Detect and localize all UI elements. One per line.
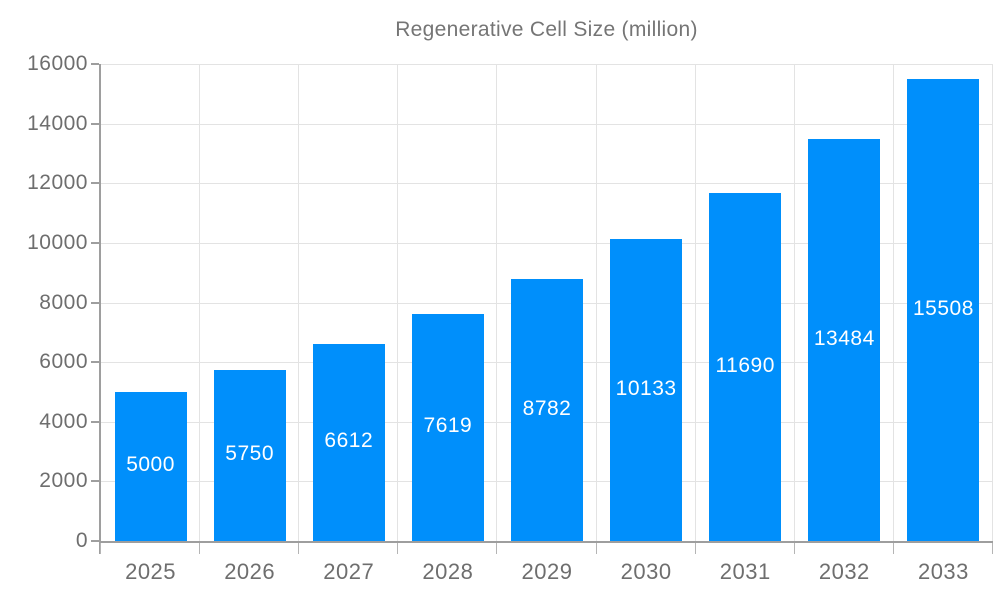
x-axis-tick-label: 2030 bbox=[620, 559, 672, 584]
x-axis-tick bbox=[496, 543, 498, 554]
y-axis-tick-label: 8000 bbox=[39, 290, 88, 314]
x-axis-tick bbox=[892, 543, 894, 554]
y-axis-tick bbox=[91, 480, 99, 483]
plot-area: 5000 5750 6612 7619 8782 10133 11690 13484 15508 bbox=[91, 63, 993, 554]
x-axis-tick bbox=[100, 543, 101, 554]
gridline-vertical bbox=[694, 64, 696, 541]
y-axis-tick bbox=[91, 420, 99, 423]
y-axis-tick-label: 2000 bbox=[39, 469, 88, 493]
x-axis-tick bbox=[793, 543, 795, 554]
bar-2025[interactable]: 5000 bbox=[114, 391, 187, 541]
gridline-horizontal bbox=[101, 183, 993, 185]
gridline-vertical bbox=[496, 64, 498, 541]
x-axis-tick-label: 2025 bbox=[125, 559, 177, 584]
x-axis-tick bbox=[397, 543, 399, 554]
y-axis-tick bbox=[91, 122, 99, 125]
bar-value-label: 6612 bbox=[324, 429, 374, 453]
x-axis-tick-label: 2028 bbox=[422, 559, 474, 584]
gridline-horizontal bbox=[101, 123, 993, 125]
y-axis-tick bbox=[91, 182, 99, 185]
y-axis-tick-label: 16000 bbox=[27, 52, 88, 75]
x-axis-line bbox=[99, 541, 993, 543]
x-axis-tick-label: 2027 bbox=[323, 559, 375, 584]
legend-swatch bbox=[302, 19, 382, 42]
y-axis-tick-label: 4000 bbox=[39, 409, 88, 433]
legend-item-regenerative-cell-size[interactable]: Regenerative Cell Size (million) bbox=[0, 18, 1000, 42]
x-axis-tick bbox=[992, 543, 993, 554]
y-axis-tick-label: 12000 bbox=[27, 171, 88, 195]
gridline-vertical bbox=[793, 64, 795, 541]
y-axis-line bbox=[99, 64, 101, 554]
y-axis-tick bbox=[91, 241, 99, 244]
x-axis-tick-label: 2033 bbox=[917, 559, 969, 584]
y-axis-tick-label: 14000 bbox=[27, 111, 88, 135]
gridline-vertical bbox=[595, 64, 597, 541]
bar-2031[interactable]: 11690 bbox=[709, 192, 782, 541]
y-axis-tick bbox=[91, 361, 99, 364]
gridline-vertical bbox=[892, 64, 894, 541]
bar-value-label: 15508 bbox=[912, 296, 974, 320]
legend-label: Regenerative Cell Size (million) bbox=[395, 18, 698, 41]
y-axis-tick bbox=[91, 63, 99, 65]
y-axis-tick bbox=[91, 540, 99, 542]
gridline-horizontal bbox=[101, 242, 993, 244]
bar-value-label: 7619 bbox=[423, 414, 473, 438]
gridline-vertical bbox=[199, 64, 201, 541]
x-axis-tick-label: 2026 bbox=[224, 559, 276, 584]
x-axis-tick-label: 2032 bbox=[818, 559, 870, 584]
bar-2033[interactable]: 15508 bbox=[907, 78, 980, 541]
bar-value-label: 13484 bbox=[813, 327, 875, 350]
gridline-vertical bbox=[397, 64, 399, 541]
y-axis-tick-label: 10000 bbox=[27, 230, 88, 254]
gridline-horizontal bbox=[101, 64, 993, 65]
x-axis-tick bbox=[199, 543, 201, 554]
bar-2030[interactable]: 10133 bbox=[610, 238, 683, 541]
y-axis-tick-label: 0 bbox=[75, 529, 88, 552]
y-axis-labels: 0 2000 4000 6000 8000 10000 12000 14000 16000 bbox=[0, 0, 88, 600]
bar-2028[interactable]: 7619 bbox=[411, 313, 484, 541]
bar-value-label: 5000 bbox=[126, 453, 175, 477]
bar-value-label: 11690 bbox=[715, 353, 775, 377]
bar-2027[interactable]: 6612 bbox=[312, 343, 385, 541]
bar-2026[interactable]: 5750 bbox=[213, 369, 286, 541]
bar-2032[interactable]: 13484 bbox=[808, 139, 881, 541]
y-axis-tick-label: 6000 bbox=[39, 350, 88, 374]
gridline-vertical bbox=[298, 64, 300, 541]
bar-value-label: 8782 bbox=[522, 397, 572, 421]
x-axis-tick bbox=[595, 543, 597, 554]
x-axis-tick bbox=[694, 543, 696, 554]
x-axis-tick-label: 2031 bbox=[719, 559, 771, 584]
gridline-vertical bbox=[992, 64, 993, 541]
bar-value-label: 10133 bbox=[615, 376, 677, 400]
bar-2029[interactable]: 8782 bbox=[511, 279, 583, 541]
y-axis-tick bbox=[91, 301, 99, 304]
bar-value-label: 5750 bbox=[225, 442, 275, 466]
x-axis-tick bbox=[298, 543, 300, 554]
x-axis-labels: 2025 2026 2027 2028 2029 2030 2031 2032 2033 bbox=[101, 559, 993, 589]
x-axis-tick-label: 2029 bbox=[521, 559, 573, 584]
